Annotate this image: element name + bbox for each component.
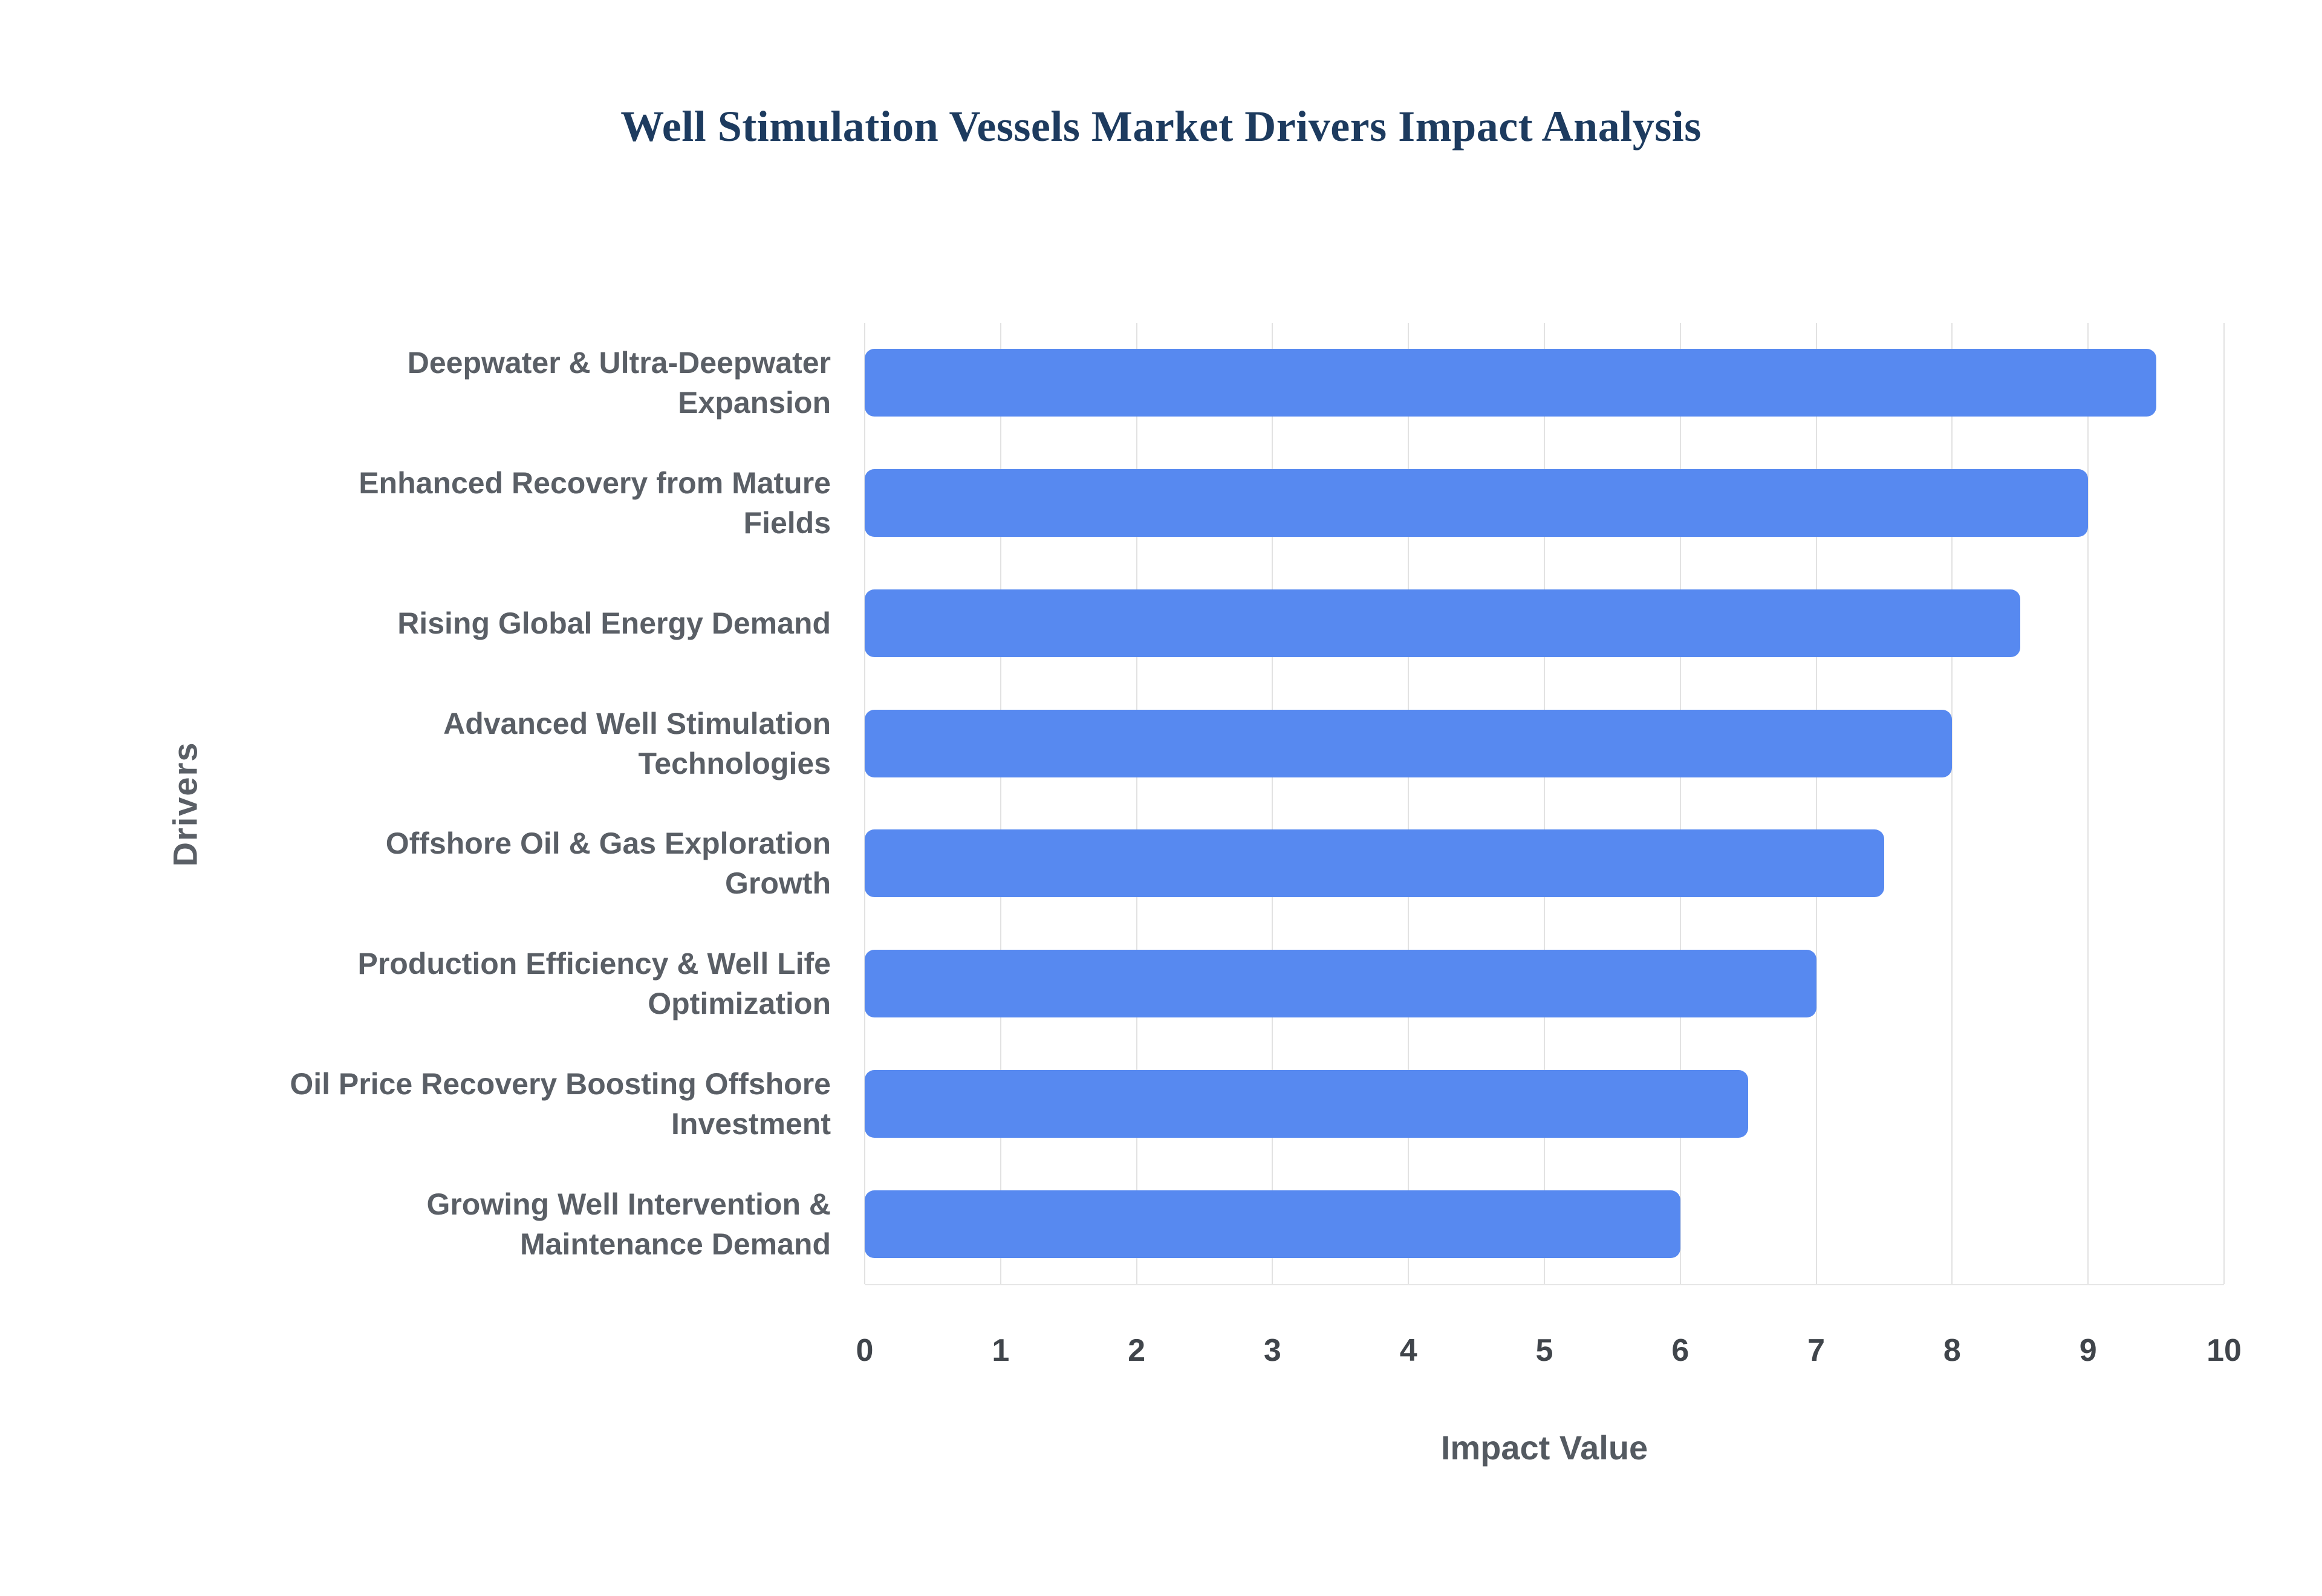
x-tick-label: 3	[1263, 1333, 1281, 1368]
plot-area: Deepwater & Ultra-Deepwater Expansion En…	[290, 323, 2225, 1285]
gridline	[1408, 323, 1410, 1284]
gridline	[1000, 323, 1001, 1284]
x-tick-label: 10	[2207, 1333, 2242, 1368]
bar	[865, 950, 1816, 1018]
gridline	[1136, 323, 1137, 1284]
x-tick-label: 8	[1943, 1333, 1961, 1368]
category-label: Advanced Well Stimulation Technologies	[443, 706, 831, 780]
category-label: Production Efficiency & Well Life Optimi…	[357, 947, 831, 1021]
category-label: Enhanced Recovery from Mature Fields	[359, 466, 831, 540]
category-label: Rising Global Energy Demand	[397, 606, 831, 640]
bar-row: Advanced Well Stimulation Technologies	[443, 683, 2224, 803]
x-tick-label: 6	[1671, 1333, 1689, 1368]
bar	[865, 1069, 1749, 1138]
bar	[865, 589, 2020, 657]
bar	[865, 349, 2156, 417]
gridlines	[864, 323, 2225, 1284]
bar	[865, 1190, 1680, 1258]
category-label: Growing Well Intervention & Maintenance …	[426, 1187, 831, 1261]
chart-title: Well Stimulation Vessels Market Drivers …	[620, 102, 1702, 151]
x-tick-label: 4	[1399, 1333, 1417, 1368]
x-tick-label: 9	[2079, 1333, 2097, 1368]
bar-row: Oil Price Recovery Boosting Offshore Inv…	[290, 1044, 2224, 1164]
plot-rows: Deepwater & Ultra-Deepwater Expansion En…	[290, 323, 2224, 1284]
y-axis-title: Drivers	[166, 741, 204, 867]
x-tick-label: 2	[1128, 1333, 1146, 1368]
category-label: Offshore Oil & Gas Exploration Growth	[385, 826, 831, 901]
bar-row: Rising Global Energy Demand	[397, 563, 2224, 684]
x-tick-label: 5	[1535, 1333, 1553, 1368]
gridline	[1815, 323, 1817, 1284]
bar	[865, 469, 2089, 537]
category-label: Deepwater & Ultra-Deepwater Expansion	[407, 346, 831, 420]
x-tick-label: 7	[1807, 1333, 1826, 1368]
gridline	[2223, 323, 2225, 1284]
bar	[865, 829, 1884, 898]
bar-row: Enhanced Recovery from Mature Fields	[359, 443, 2224, 563]
bar-row: Deepwater & Ultra-Deepwater Expansion	[408, 323, 2224, 443]
gridline	[1272, 323, 1273, 1284]
bar-row: Growing Well Intervention & Maintenance …	[426, 1164, 2224, 1284]
x-ticks: 0 1 2 3 4 5 6 7 8 9 10	[856, 1285, 2242, 1382]
gridline	[1544, 323, 1545, 1284]
x-tick-label: 1	[992, 1333, 1010, 1368]
gridline	[1679, 323, 1681, 1284]
bar-row: Production Efficiency & Well Life Optimi…	[357, 924, 2224, 1044]
x-axis-title: Impact Value	[1440, 1429, 1648, 1467]
x-tick-label: 0	[856, 1333, 874, 1368]
bar	[865, 709, 1953, 777]
category-label: Oil Price Recovery Boosting Offshore Inv…	[290, 1066, 831, 1141]
gridline	[1951, 323, 1953, 1284]
gridline	[2087, 323, 2089, 1284]
gridline	[864, 323, 865, 1284]
bar-row: Offshore Oil & Gas Exploration Growth	[386, 803, 2224, 924]
